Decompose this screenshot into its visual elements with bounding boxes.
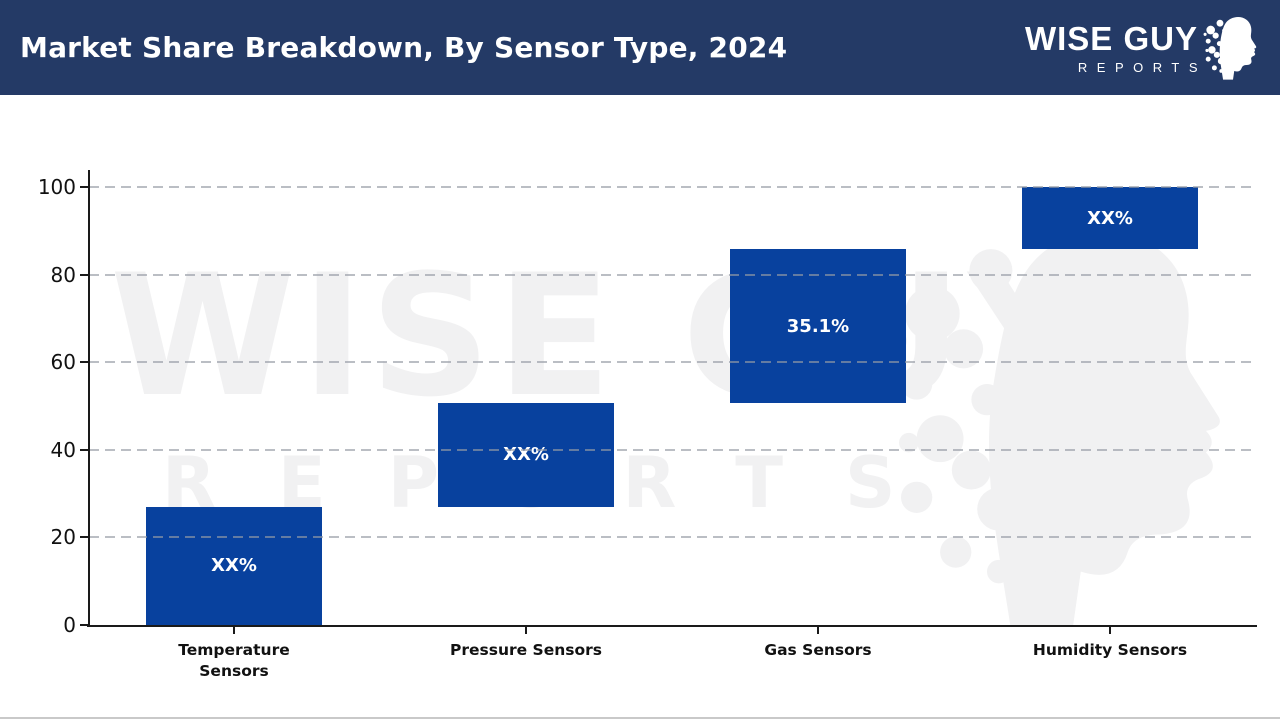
y-tick-label: 60	[50, 350, 76, 375]
gridline	[89, 361, 1253, 364]
bar-data-label: XX%	[211, 555, 257, 577]
bar-segment: 35.1%	[730, 249, 906, 403]
header-bar: Market Share Breakdown, By Sensor Type, …	[0, 0, 1280, 95]
x-tick-mark	[1109, 626, 1111, 634]
bar-segment: XX%	[438, 402, 614, 507]
y-tick-mark	[80, 624, 88, 626]
x-tick-mark	[233, 626, 235, 634]
x-tick-mark	[525, 626, 527, 634]
y-tick-label: 0	[63, 613, 76, 637]
gridline	[89, 273, 1253, 276]
y-axis-spine	[88, 170, 90, 627]
y-tick-label: 40	[50, 437, 76, 462]
bar-data-label: XX%	[503, 444, 549, 466]
y-tick-label: 20	[50, 525, 76, 550]
brand-name: WISE GUY	[1024, 19, 1198, 57]
x-tick-mark	[817, 626, 819, 634]
x-tick-label: Gas Sensors	[764, 641, 872, 659]
y-tick-mark	[80, 448, 88, 451]
footer-divider	[0, 716, 1280, 719]
y-tick-mark	[80, 273, 88, 276]
bar-data-label: 35.1%	[786, 315, 850, 337]
bar-segment: XX%	[1022, 187, 1198, 250]
gridline	[89, 186, 1253, 188]
x-axis-spine	[87, 625, 1257, 627]
x-tick-label: Pressure Sensors	[449, 641, 602, 659]
y-tick-label: 100	[37, 175, 76, 199]
y-tick-mark	[80, 186, 88, 188]
y-tick-label: 80	[50, 262, 76, 287]
gridline	[89, 448, 1253, 451]
y-tick-mark	[80, 361, 88, 364]
brand-subname: REPORTS	[1077, 59, 1207, 75]
bar-data-label: XX%	[1087, 207, 1133, 229]
x-tick-label: Temperature Sensors	[178, 641, 290, 680]
x-tick-label: Humidity Sensors	[1032, 641, 1188, 659]
brand-logo: WISE GUY REPORTS	[1025, 9, 1264, 87]
bar-segment: XX%	[146, 506, 322, 625]
gridline	[89, 536, 1253, 539]
brand-head-icon	[1203, 16, 1257, 80]
page-title: Market Share Breakdown, By Sensor Type, …	[20, 31, 788, 64]
brand-text: WISE GUY REPORTS	[1025, 22, 1198, 74]
y-tick-mark	[80, 536, 88, 539]
